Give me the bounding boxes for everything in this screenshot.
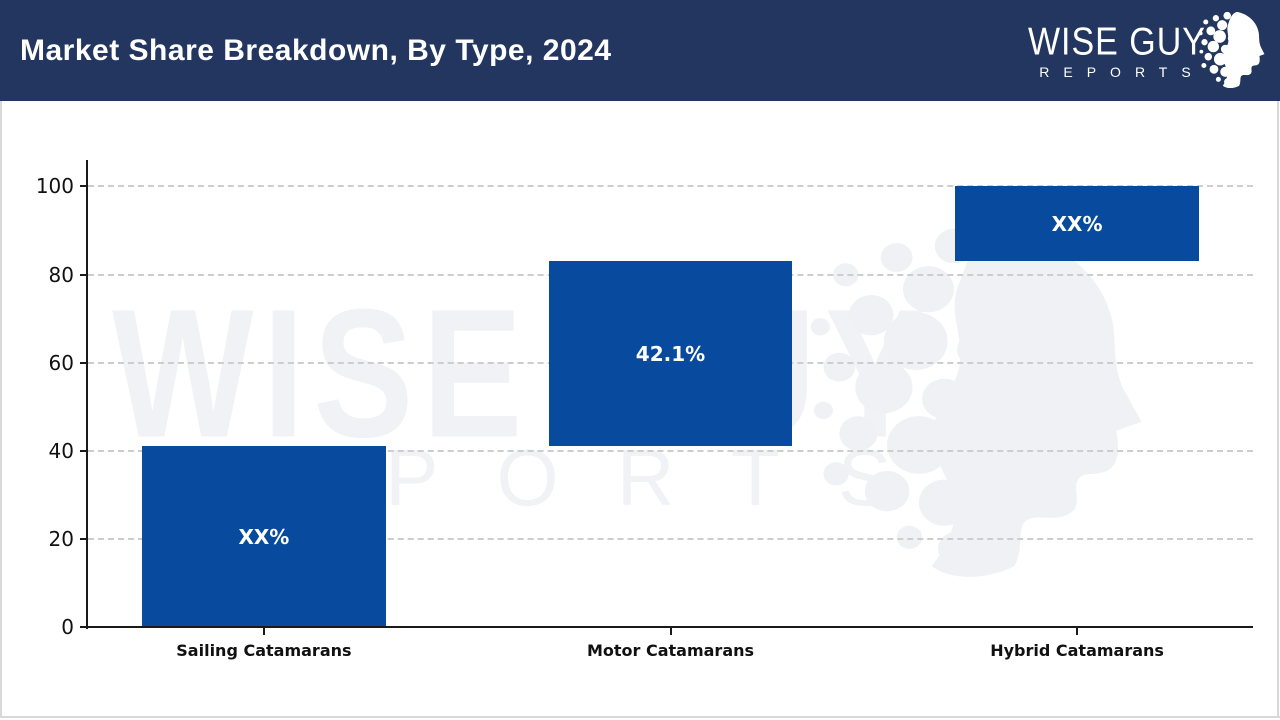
- x-axis-line: [86, 626, 1253, 628]
- y-tick: [80, 626, 88, 628]
- y-tick-label: 100: [35, 174, 74, 199]
- y-tick-label: 60: [48, 350, 74, 375]
- bar-value-label: 42.1%: [635, 341, 706, 366]
- y-tick: [80, 185, 88, 188]
- y-tick: [80, 361, 88, 364]
- bar: [548, 260, 793, 447]
- x-category-label: Hybrid Catamarans: [990, 641, 1164, 660]
- bar-value-label: XX%: [238, 524, 290, 549]
- bar-value-label: XX%: [1051, 211, 1103, 236]
- gridline: [88, 185, 1253, 188]
- y-tick-label: 40: [48, 438, 74, 463]
- y-tick-label: 80: [48, 262, 74, 287]
- y-tick: [80, 273, 88, 276]
- y-tick-label: 0: [61, 615, 74, 639]
- bar: [141, 446, 386, 627]
- frame-border-left: [0, 101, 2, 718]
- logo-wordmark: WISE GUY: [1027, 20, 1206, 64]
- x-category-label: Sailing Catamarans: [176, 641, 352, 660]
- logo-subtitle: REPORTS: [1039, 64, 1205, 80]
- x-category-label: Motor Catamarans: [586, 641, 755, 660]
- y-tick: [80, 537, 88, 540]
- y-axis-line: [86, 160, 88, 629]
- chart-title: Market Share Breakdown, By Type, 2024: [20, 33, 612, 67]
- y-tick-label: 20: [48, 526, 74, 551]
- bar: [955, 186, 1200, 261]
- x-tick: [669, 628, 672, 635]
- x-tick: [262, 628, 265, 635]
- wise-guy-reports-logo: WISE GUY REPORTS: [1028, 10, 1266, 92]
- frame-border-right: [1277, 101, 1279, 718]
- logo-head-icon: [1198, 11, 1265, 88]
- gridline: [88, 537, 1253, 540]
- y-tick: [80, 449, 88, 452]
- x-tick: [1076, 628, 1079, 635]
- logo-text: WISE GUY REPORTS: [1027, 20, 1206, 80]
- frame-border-bottom: [0, 716, 1280, 718]
- header-bar: Market Share Breakdown, By Type, 2024 WI…: [0, 0, 1280, 101]
- gridline: [88, 449, 1253, 452]
